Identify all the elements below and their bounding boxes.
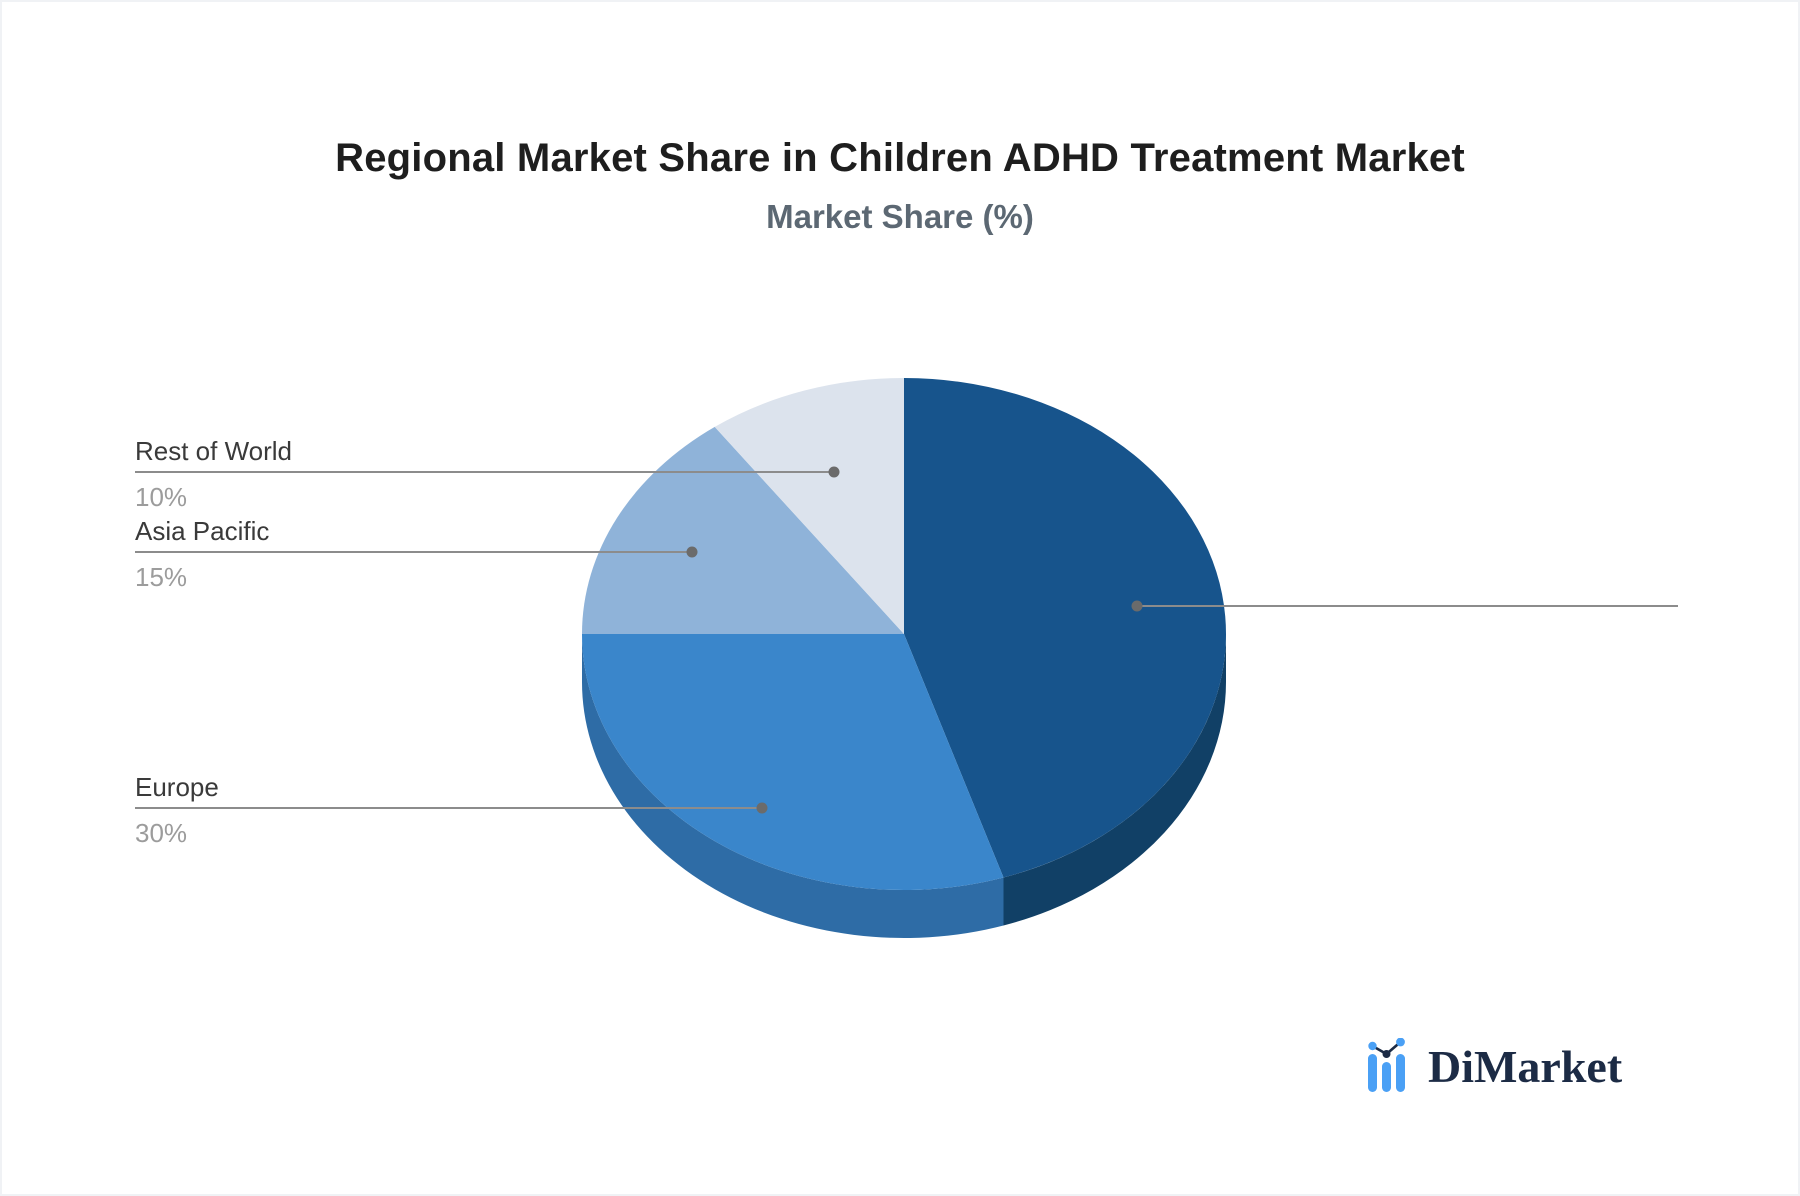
slice-label: Rest of World (135, 436, 293, 466)
slice-percent: 15% (135, 562, 188, 592)
chart-title: Regional Market Share in Children ADHD T… (335, 136, 1465, 180)
slice-percent: 10% (135, 482, 188, 512)
leader-dot (756, 802, 768, 814)
dimarket-logo-icon (1368, 1038, 1405, 1092)
dimarket-logo-text: DiMarket (1428, 1041, 1623, 1092)
slice-label: Europe (135, 772, 219, 802)
leader-dot (686, 546, 698, 558)
pie-slice-north-america[interactable] (904, 378, 1226, 878)
leader-dot (1131, 600, 1143, 612)
chart-subtitle: Market Share (%) (766, 198, 1034, 235)
pie-slice-side-north-america (1003, 634, 1226, 926)
pie-slice-rest-of-world[interactable] (714, 378, 904, 634)
pie-slice-side-europe (582, 634, 1004, 939)
leader-dot (828, 466, 840, 478)
dimarket-logo: DiMarket (1368, 1038, 1622, 1092)
slice-percent: 30% (135, 818, 188, 848)
slice-label: Asia Pacific (135, 516, 270, 546)
pie-slice-asia-pacific[interactable] (582, 426, 904, 634)
pie-slice-europe[interactable] (582, 634, 1004, 891)
